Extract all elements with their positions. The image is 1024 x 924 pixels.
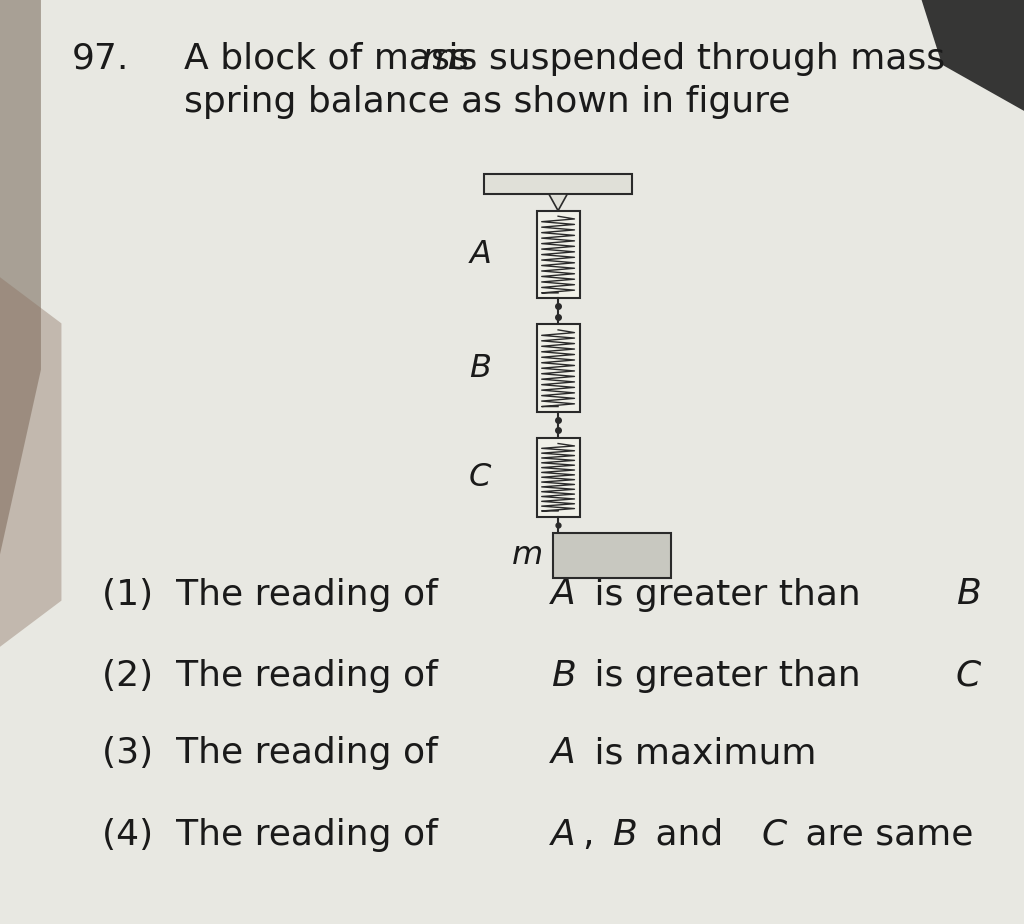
Text: 97.: 97. [72, 42, 129, 76]
Text: A: A [551, 818, 575, 852]
Polygon shape [0, 277, 61, 647]
Text: B: B [470, 353, 492, 383]
Text: are same: are same [794, 818, 973, 852]
Text: m: m [512, 540, 543, 571]
Text: m: m [422, 42, 457, 76]
Text: A: A [470, 239, 492, 270]
Text: A: A [551, 578, 575, 612]
Bar [537, 211, 580, 298]
Text: is suspended through mass: is suspended through mass [437, 42, 945, 76]
Text: B: B [955, 578, 981, 612]
Text: (2)  The reading of: (2) The reading of [102, 659, 450, 693]
Text: A: A [551, 736, 575, 771]
Bar [537, 324, 580, 412]
Polygon shape [922, 0, 1024, 111]
Text: C: C [469, 462, 492, 492]
Text: (3)  The reading of: (3) The reading of [102, 736, 450, 771]
Bar [537, 438, 580, 517]
Text: (4)  The reading of: (4) The reading of [102, 818, 450, 852]
Text: C: C [955, 659, 981, 693]
Text: B: B [612, 818, 637, 852]
Text: and: and [644, 818, 735, 852]
Text: A block of mass: A block of mass [184, 42, 480, 76]
Text: B: B [551, 659, 575, 693]
Text: is greater than: is greater than [583, 659, 871, 693]
Polygon shape [549, 194, 567, 211]
Text: is greater than: is greater than [583, 578, 871, 612]
Bar [553, 533, 671, 578]
Text: ,: , [583, 818, 605, 852]
Text: is maximum: is maximum [583, 736, 816, 771]
Polygon shape [0, 0, 41, 924]
Text: C: C [761, 818, 786, 852]
Bar [484, 174, 633, 194]
Text: (1)  The reading of: (1) The reading of [102, 578, 450, 612]
Text: spring balance as shown in figure: spring balance as shown in figure [184, 85, 791, 119]
